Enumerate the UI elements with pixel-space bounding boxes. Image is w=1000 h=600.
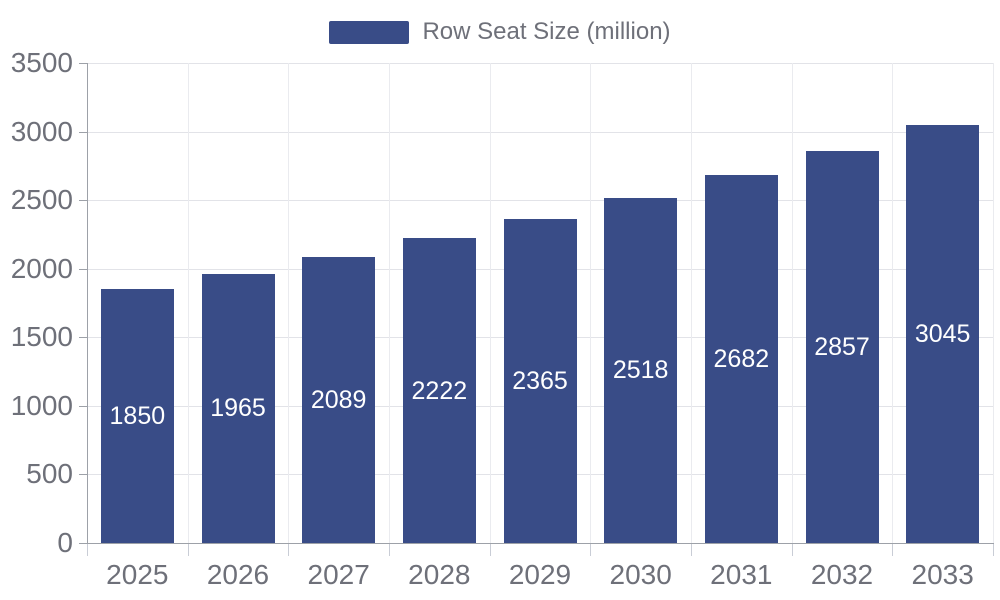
gridline-v (489, 63, 491, 543)
y-axis-tick (79, 337, 87, 339)
y-axis-tick (79, 131, 87, 133)
x-axis-tick (892, 543, 894, 556)
x-axis-tick (489, 543, 491, 556)
y-axis-line (87, 63, 88, 543)
bar-2025[interactable] (100, 289, 174, 543)
x-axis-tick (791, 543, 793, 556)
bar-value-label: 3045 (914, 320, 971, 349)
y-tick-label: 1500 (10, 321, 73, 353)
x-axis-tick (288, 543, 290, 556)
bar-value-label: 2857 (814, 333, 870, 362)
legend-label: Row Seat Size (million) (422, 18, 671, 45)
bar-value-label: 2222 (411, 376, 468, 405)
bar-value-label: 2365 (512, 366, 568, 395)
bar-2032[interactable] (805, 151, 879, 543)
y-axis-tick (79, 405, 87, 407)
bar-2030[interactable] (604, 197, 678, 543)
y-tick-label: 1000 (10, 389, 73, 421)
y-axis-tick (79, 543, 87, 544)
gridline-v (691, 63, 692, 543)
x-axis-tick (389, 543, 390, 556)
x-axis-tick (691, 543, 692, 556)
gridline-h (87, 63, 993, 64)
y-tick-label: 3500 (10, 47, 73, 78)
x-tick-label: 2033 (911, 559, 974, 590)
y-tick-label: 2000 (10, 252, 73, 284)
bar-value-label: 2518 (612, 356, 669, 385)
y-axis-tick (79, 268, 87, 270)
bar-2033[interactable] (906, 125, 980, 543)
gridline-h (87, 131, 993, 133)
bar-2029[interactable] (503, 218, 577, 543)
y-axis-tick (79, 63, 87, 64)
gridline-h (87, 200, 993, 202)
bar-2027[interactable] (302, 256, 376, 543)
y-axis-tick (79, 474, 87, 476)
x-tick-label: 2028 (408, 559, 471, 590)
gridline-v (590, 63, 592, 543)
gridline-v (791, 63, 793, 543)
bar-2026[interactable] (201, 273, 275, 543)
x-tick-label: 2025 (106, 559, 169, 590)
y-axis-tick (79, 200, 87, 202)
x-axis-tick (87, 543, 88, 556)
bar-value-label: 1850 (109, 402, 166, 431)
x-tick-label: 2032 (810, 559, 874, 590)
gridline-v (892, 63, 894, 543)
y-tick-label: 0 (57, 527, 73, 558)
y-tick-label: 3000 (10, 115, 73, 147)
bar-2031[interactable] (704, 175, 778, 543)
bar-value-label: 1965 (210, 394, 266, 423)
x-tick-label: 2027 (307, 559, 370, 590)
y-tick-label: 500 (26, 458, 73, 490)
bar-value-label: 2089 (310, 385, 367, 414)
bar-2028[interactable] (402, 238, 476, 543)
x-tick-label: 2026 (206, 559, 270, 590)
legend-swatch (329, 20, 410, 44)
bar-value-label: 2682 (713, 345, 770, 374)
gridline-v (993, 63, 994, 543)
x-axis-tick (187, 543, 189, 556)
x-tick-label: 2031 (710, 559, 773, 590)
x-axis-tick (993, 543, 994, 556)
legend[interactable]: Row Seat Size (million) (0, 18, 1000, 46)
x-axis-line (87, 543, 994, 544)
y-tick-label: 2500 (10, 184, 73, 216)
gridline-v (187, 63, 189, 543)
x-tick-label: 2029 (508, 559, 572, 590)
x-tick-label: 2030 (609, 559, 672, 590)
gridline-v (288, 63, 290, 543)
gridline-v (389, 63, 390, 543)
x-axis-tick (590, 543, 592, 556)
